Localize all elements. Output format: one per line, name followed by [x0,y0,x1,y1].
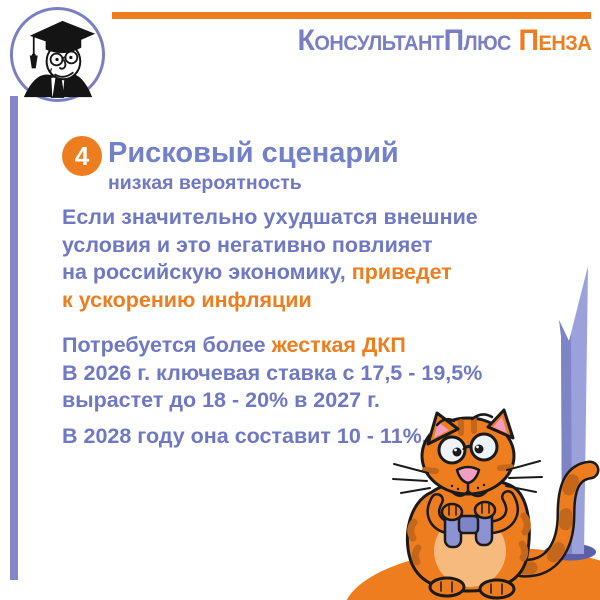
p2-line1-blue: Потребуется более [62,333,272,357]
paragraph-external-conditions: Если значительно ухудшатся внешние услов… [62,204,595,314]
p2-line1: Потребуется более жесткая ДКП [62,332,595,360]
header-accent-bar [112,12,591,19]
scenario-number-badge: 4 [62,136,102,176]
p1-line3-orange: приведет [351,260,452,284]
p1-line3-blue: на российскую экономику, [62,260,352,284]
mascot-scene [346,266,600,600]
p1-line4: к ускорению инфляции [62,287,312,312]
scenario-title: Рисковый сценарий [108,137,399,169]
p2-line3: вырастет до 18 - 20% в 2027 г. [62,388,380,412]
cat-icon [392,408,600,600]
brand-secondary-text: Пенза [518,24,591,57]
left-accent-line [10,96,18,580]
paragraph-2028-rate: В 2028 году она составит 10 - 11%. [62,423,595,451]
brand-primary-text: КонсультантПлюс [297,24,511,57]
p1-line1: Если значительно ухудшатся внешние [62,205,478,229]
p2-line2: В 2026 г. ключевая ставка с 17,5 - 19,5% [62,360,483,385]
paragraph-key-rate: Потребуется более жесткая ДКП В 2026 г. … [62,332,595,415]
scenario-number: 4 [74,140,90,171]
scenario-subtitle: низкая вероятность [108,172,302,194]
brand-title: КонсультантПлюс Пенза [297,24,591,58]
professor-logo-icon [9,6,106,103]
p1-line2: условия и это негативно повлияет [62,232,433,257]
p2-line1-orange: жесткая ДКП [271,333,406,357]
p3-line1: В 2028 году она составит 10 - 11%. [62,424,428,448]
p1-line3: на российскую экономику, приведет [62,259,595,287]
